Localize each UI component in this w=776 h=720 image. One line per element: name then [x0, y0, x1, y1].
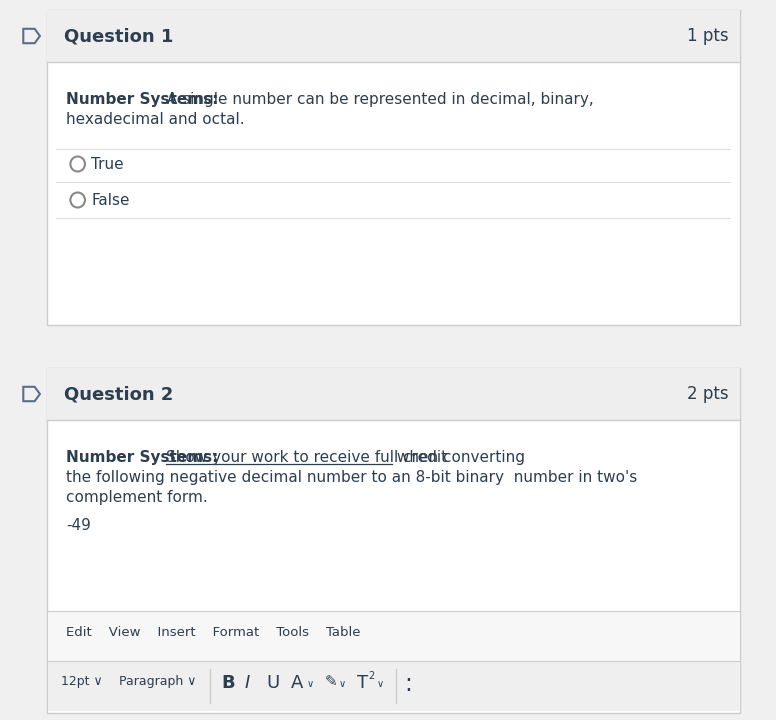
Text: Number Systems:: Number Systems:: [66, 450, 218, 465]
Text: Number Systems:: Number Systems:: [66, 92, 218, 107]
Text: Show your work to receive full credit: Show your work to receive full credit: [166, 450, 447, 465]
Text: Edit    View    Insert    Format    Tools    Table: Edit View Insert Format Tools Table: [66, 626, 361, 639]
Text: True: True: [92, 156, 124, 171]
Text: when converting: when converting: [393, 450, 525, 465]
Text: the following negative decimal number to an 8-bit binary  number in two's: the following negative decimal number to…: [66, 470, 637, 485]
Text: Paragraph ∨: Paragraph ∨: [120, 675, 197, 688]
Text: B: B: [221, 674, 235, 692]
Text: 2 pts: 2 pts: [687, 385, 728, 403]
Text: ∨: ∨: [376, 679, 384, 689]
Text: Question 1: Question 1: [64, 27, 174, 45]
Text: -49: -49: [66, 518, 91, 533]
FancyBboxPatch shape: [47, 611, 739, 661]
Text: 1 pts: 1 pts: [687, 27, 728, 45]
Text: complement form.: complement form.: [66, 490, 208, 505]
Text: hexadecimal and octal.: hexadecimal and octal.: [66, 112, 244, 127]
FancyBboxPatch shape: [47, 368, 740, 713]
Text: ✎: ✎: [324, 674, 337, 689]
FancyBboxPatch shape: [47, 10, 740, 325]
Text: U: U: [266, 674, 279, 692]
FancyBboxPatch shape: [47, 368, 740, 420]
Text: A: A: [291, 674, 303, 692]
Text: Question 2: Question 2: [64, 385, 174, 403]
Text: ∨: ∨: [307, 679, 314, 689]
Text: ∨: ∨: [339, 679, 346, 689]
Text: T: T: [357, 674, 369, 692]
Text: A single number can be represented in decimal, binary,: A single number can be represented in de…: [162, 92, 594, 107]
Text: :: :: [404, 672, 412, 696]
Text: False: False: [92, 192, 130, 207]
Text: I: I: [244, 674, 250, 692]
Text: 12pt ∨: 12pt ∨: [61, 675, 102, 688]
FancyBboxPatch shape: [47, 661, 739, 711]
Text: 2: 2: [368, 671, 374, 681]
FancyBboxPatch shape: [47, 10, 740, 62]
